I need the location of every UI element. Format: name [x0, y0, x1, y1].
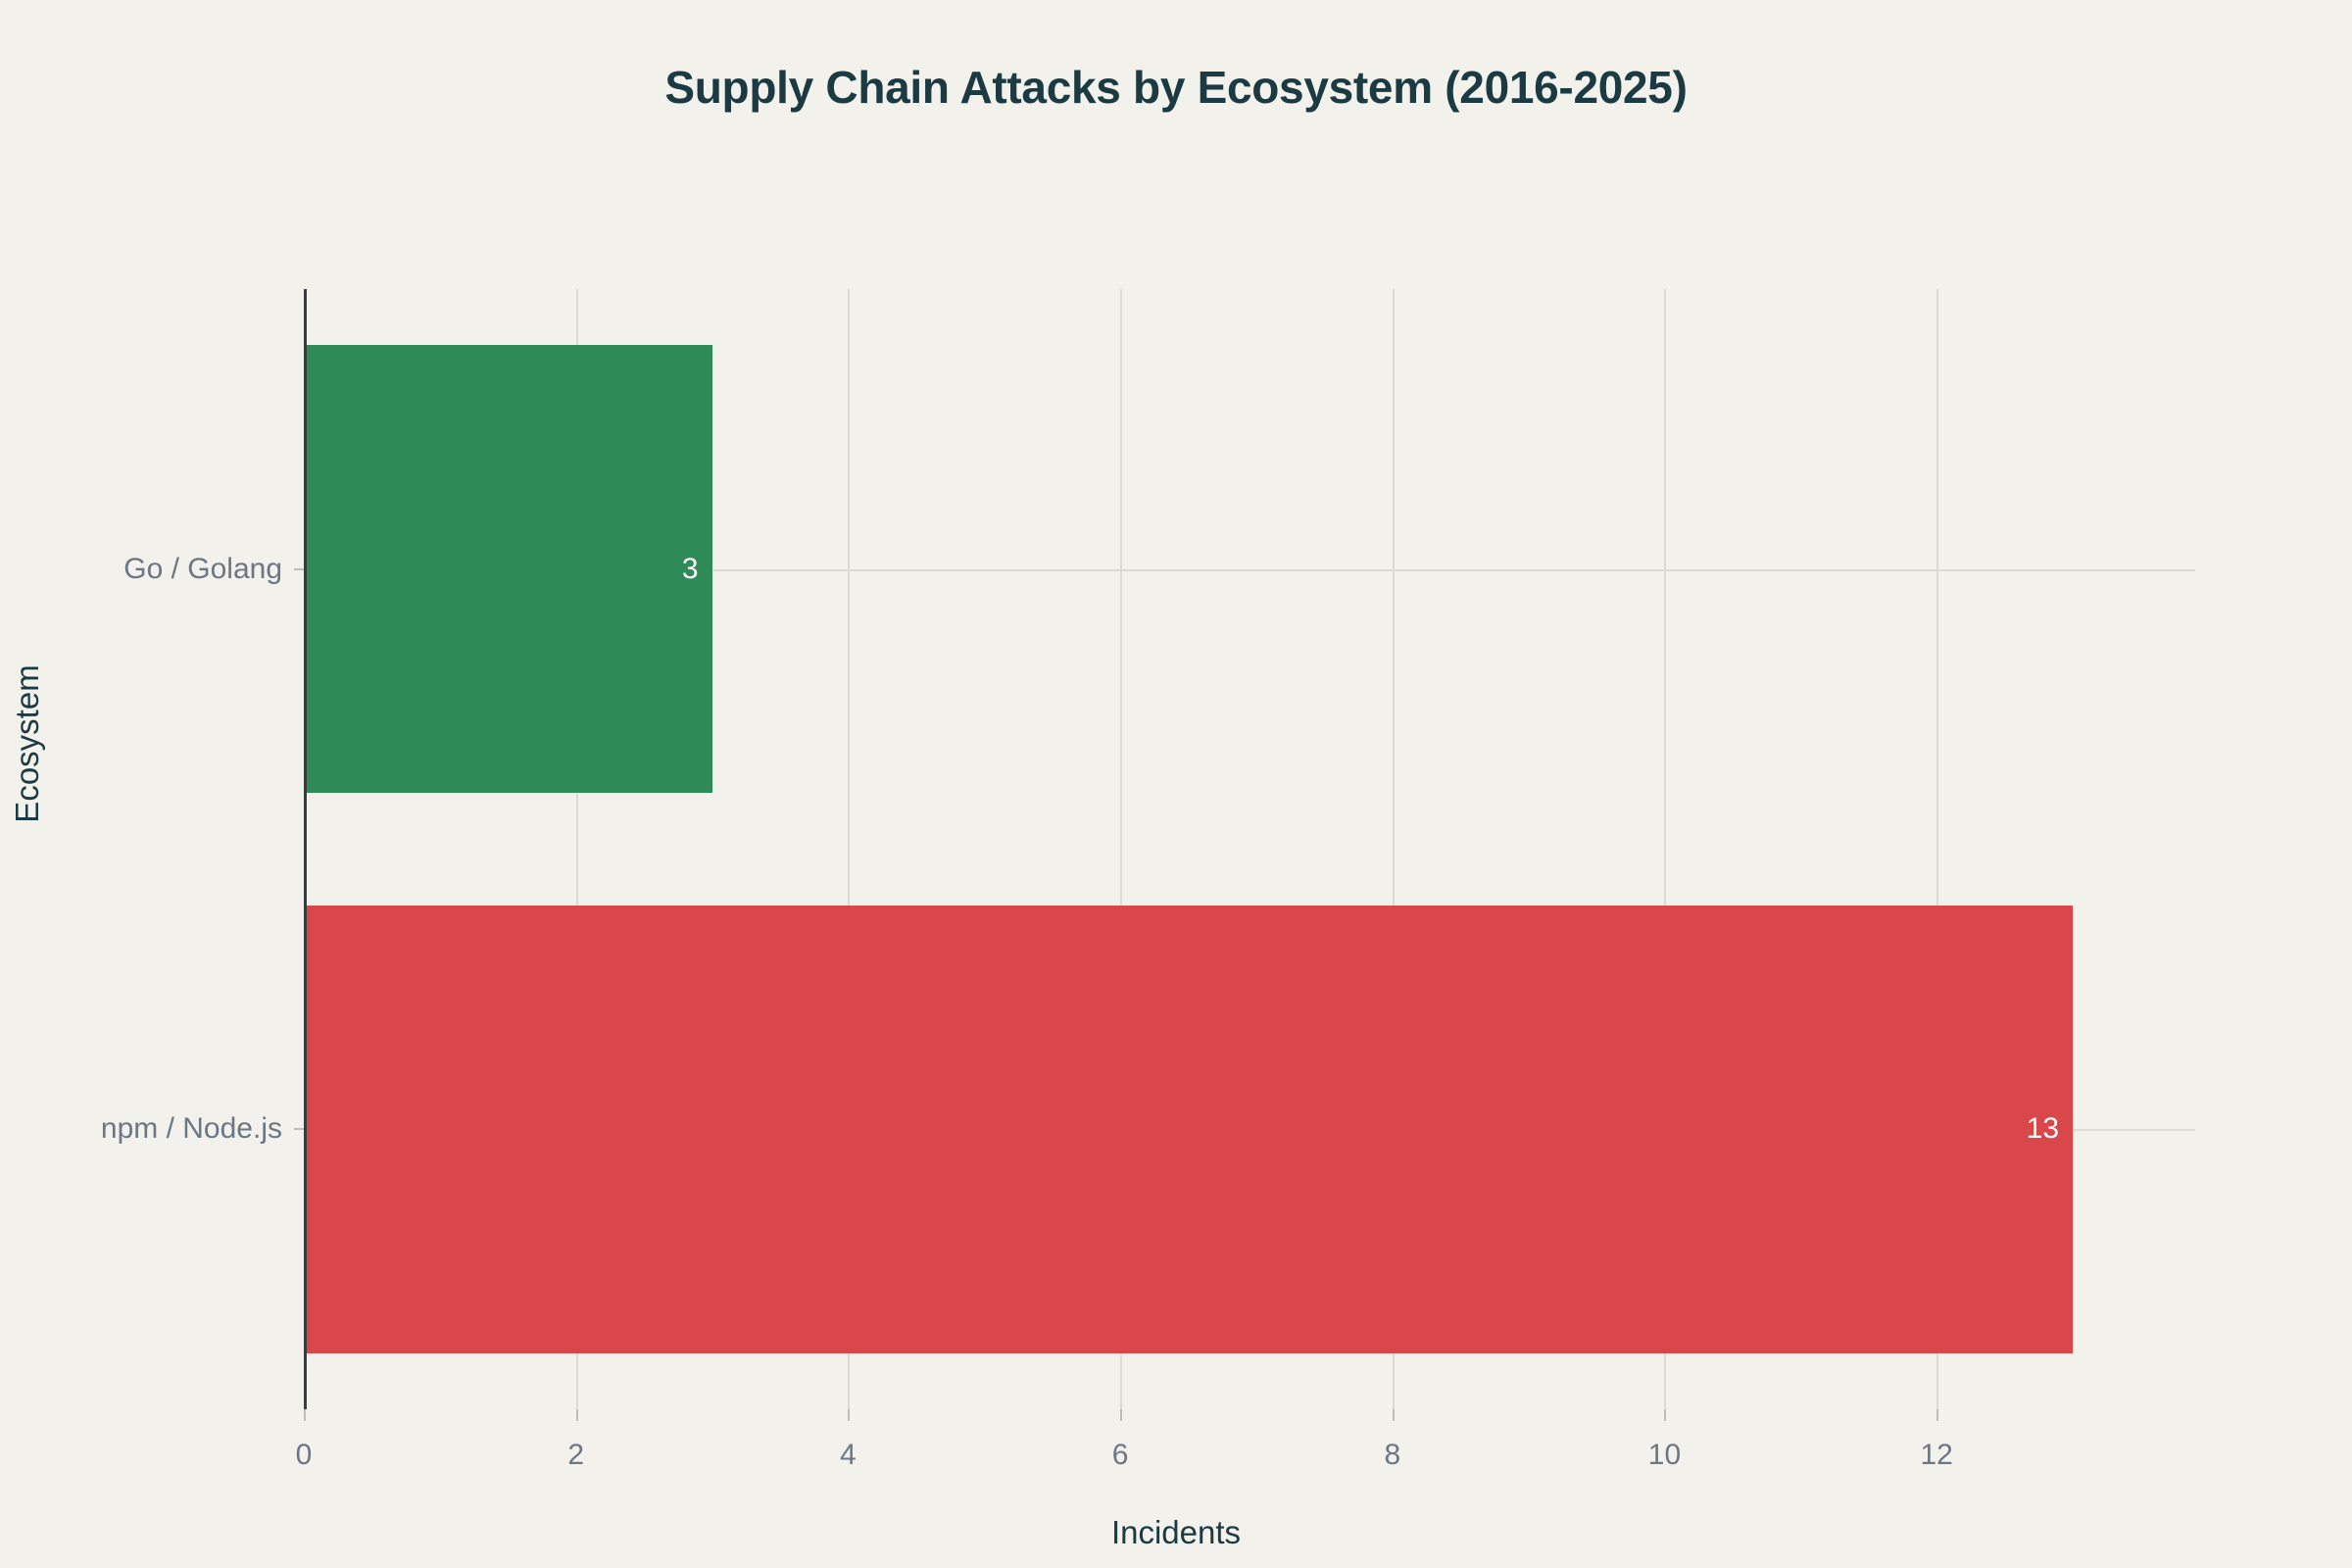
x-gridline	[575, 289, 578, 1409]
bar-npm-node-js[interactable]: 13	[304, 905, 2074, 1353]
bar-value-label: 3	[681, 552, 699, 585]
y-axis-spine	[304, 289, 307, 1409]
x-gridline	[1664, 289, 1667, 1409]
page-title: Supply Chain Attacks by Ecosystem (2016-…	[664, 62, 1688, 113]
x-tick-mark	[1936, 1409, 1939, 1421]
bar-value-label: 13	[2026, 1112, 2060, 1146]
bar-go-golang[interactable]: 3	[304, 345, 712, 794]
x-tick-label: 4	[840, 1439, 857, 1471]
x-tick-label: 6	[1111, 1439, 1129, 1471]
x-gridline	[1120, 289, 1123, 1409]
y-tick-label: Go / Golang	[123, 552, 282, 585]
x-gridline	[1936, 289, 1939, 1409]
y-tick-mark	[294, 1128, 304, 1131]
x-tick-label: 8	[1384, 1439, 1401, 1471]
x-tick-mark	[1392, 1409, 1395, 1421]
plot-area: 13 3	[304, 289, 2195, 1409]
x-axis-title: Incidents	[1110, 1514, 1242, 1550]
x-gridline	[848, 289, 851, 1409]
x-tick-label: 2	[567, 1439, 585, 1471]
x-tick-label: 12	[1920, 1439, 1953, 1471]
y-tick-mark	[294, 567, 304, 570]
x-tick-mark	[848, 1409, 851, 1421]
y-gridline	[304, 568, 2195, 571]
x-tick-label: 0	[295, 1439, 313, 1471]
x-tick-mark	[1120, 1409, 1123, 1421]
x-gridline	[1392, 289, 1395, 1409]
y-tick-label: npm / Node.js	[100, 1112, 282, 1146]
x-tick-mark	[304, 1409, 306, 1421]
x-tick-mark	[1664, 1409, 1667, 1421]
x-tick-mark	[575, 1409, 578, 1421]
x-tick-label: 10	[1647, 1439, 1682, 1471]
y-axis-title: Ecosystem	[9, 664, 45, 823]
